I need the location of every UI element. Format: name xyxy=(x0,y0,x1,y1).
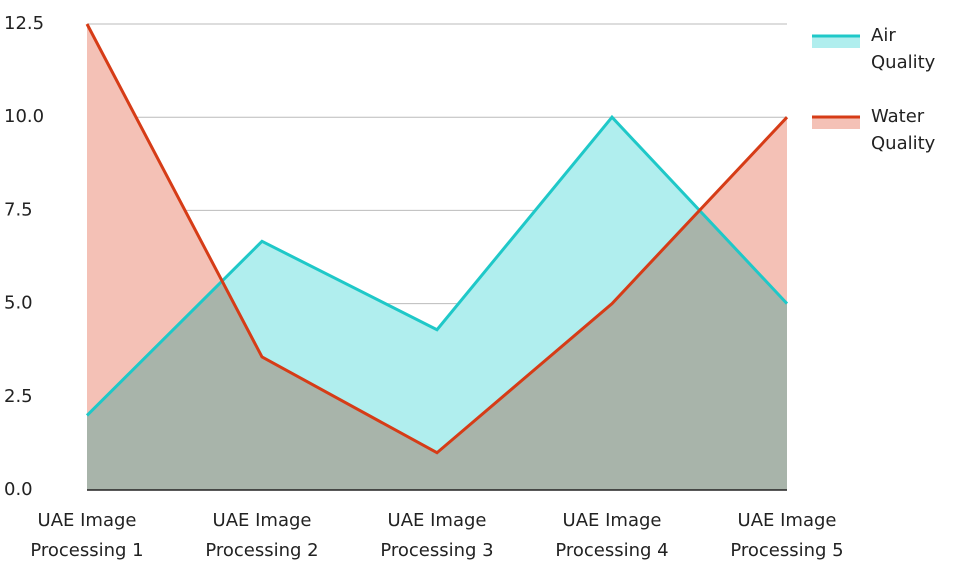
legend-label: Water Quality xyxy=(871,106,936,154)
x-tick-label: UAE Image Processing 4 xyxy=(555,510,669,561)
x-tick-label: UAE Image Processing 5 xyxy=(730,510,844,561)
legend-label: Air Quality xyxy=(871,25,936,73)
area-line xyxy=(85,23,789,455)
legend-swatch xyxy=(812,36,860,48)
area-fill xyxy=(87,24,787,490)
y-tick-label: 7.5 xyxy=(4,199,33,220)
areas xyxy=(87,24,787,490)
x-tick-label: UAE Image Processing 2 xyxy=(205,510,319,561)
y-tick-label: 10.0 xyxy=(4,106,44,127)
x-tick-label: UAE Image Processing 1 xyxy=(30,510,144,561)
x-tick-label: UAE Image Processing 3 xyxy=(380,510,494,561)
legend-swatch xyxy=(812,117,860,129)
y-tick-label: 0.0 xyxy=(4,479,33,500)
y-tick-label: 5.0 xyxy=(4,293,33,314)
y-tick-label: 2.5 xyxy=(4,386,33,407)
area-line xyxy=(85,114,789,417)
y-tick-label: 12.5 xyxy=(4,13,44,34)
